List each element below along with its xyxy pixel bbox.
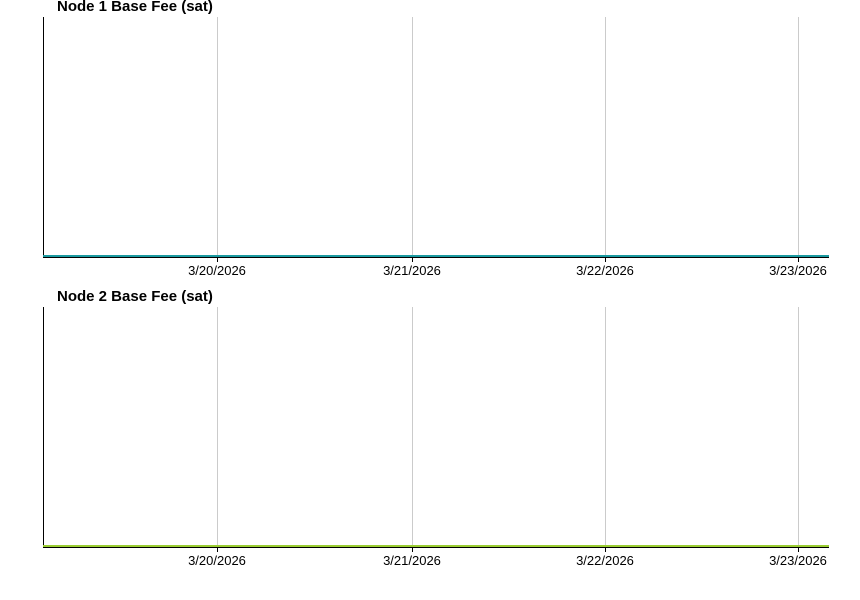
x-axis-line (43, 257, 829, 258)
y-axis-line (43, 307, 44, 547)
node-1-base-fee-chart: Node 1 Base Fee (sat) 3/20/2026 3/21/202… (0, 0, 860, 290)
x-axis-tick (412, 547, 413, 552)
vertical-gridline (798, 17, 799, 257)
vertical-gridline (798, 307, 799, 547)
x-axis-tick (605, 257, 606, 262)
vertical-gridline (217, 307, 218, 547)
x-axis-tick (217, 257, 218, 262)
x-axis-tick (412, 257, 413, 262)
vertical-gridline (412, 17, 413, 257)
x-axis-label: 3/23/2026 (769, 263, 827, 278)
x-axis-label: 3/20/2026 (188, 263, 246, 278)
x-axis-label: 3/22/2026 (576, 553, 634, 568)
vertical-gridline (605, 17, 606, 257)
node-2-base-fee-chart: Node 2 Base Fee (sat) 3/20/2026 3/21/202… (0, 288, 860, 580)
x-axis-tick (217, 547, 218, 552)
y-axis-line (43, 17, 44, 257)
plot-area: 3/20/2026 3/21/2026 3/22/2026 3/23/2026 (43, 307, 829, 577)
x-axis-label: 3/21/2026 (383, 263, 441, 278)
x-axis-line (43, 547, 829, 548)
vertical-gridline (217, 17, 218, 257)
chart-title: Node 2 Base Fee (sat) (57, 288, 213, 305)
plot-area: 3/20/2026 3/21/2026 3/22/2026 3/23/2026 (43, 17, 829, 287)
vertical-gridline (605, 307, 606, 547)
x-axis-label: 3/23/2026 (769, 553, 827, 568)
chart-title: Node 1 Base Fee (sat) (57, 0, 213, 15)
x-axis-label: 3/20/2026 (188, 553, 246, 568)
x-axis-label: 3/21/2026 (383, 553, 441, 568)
x-axis-tick (798, 547, 799, 552)
x-axis-tick (798, 257, 799, 262)
series-line-node-1 (43, 255, 829, 257)
x-axis-tick (605, 547, 606, 552)
x-axis-label: 3/22/2026 (576, 263, 634, 278)
vertical-gridline (412, 307, 413, 547)
series-line-node-2 (43, 545, 829, 547)
